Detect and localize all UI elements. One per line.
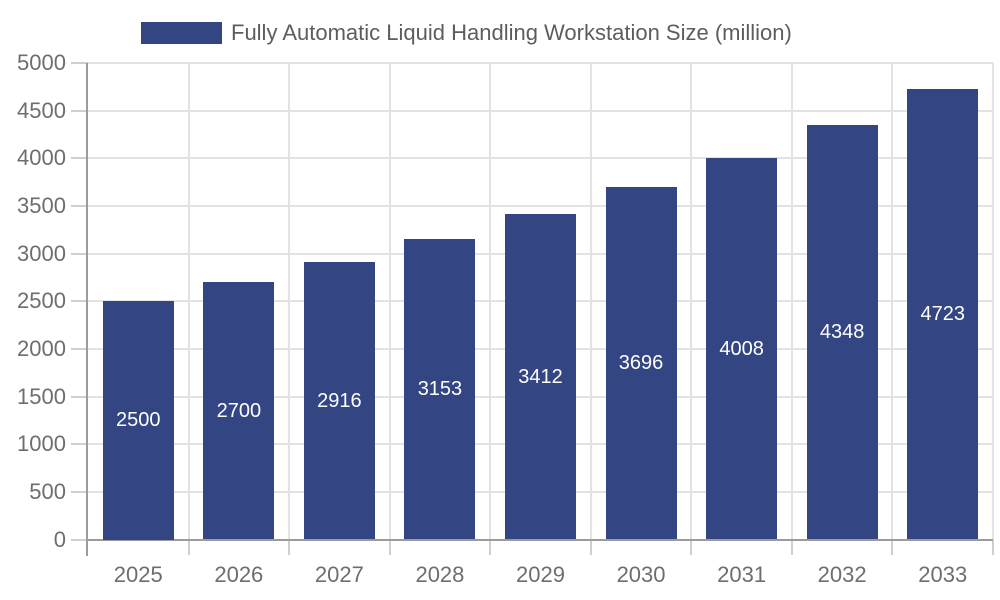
x-gridline	[891, 63, 894, 540]
x-axis-tick	[891, 539, 894, 555]
bar-2029[interactable]	[505, 214, 576, 540]
y-axis-label: 5000	[17, 50, 66, 75]
x-axis-tick	[690, 539, 693, 555]
x-axis-tick	[388, 539, 391, 555]
legend-label: Fully Automatic Liquid Handling Workstat…	[231, 20, 792, 45]
bar-value-label: 3153	[417, 378, 463, 401]
x-axis-tick	[489, 539, 492, 555]
x-axis-label: 2033	[918, 562, 968, 587]
x-gridline	[589, 63, 592, 540]
legend-swatch	[141, 22, 222, 44]
bar-value-label: 4008	[719, 337, 764, 360]
bar-2032[interactable]	[806, 125, 878, 540]
x-axis-label: 2031	[717, 562, 767, 587]
y-axis-label: 0	[53, 526, 66, 552]
y-axis-label: 3500	[17, 192, 66, 218]
x-axis-tick	[790, 539, 793, 555]
x-axis-tick	[187, 539, 190, 555]
bar-2030[interactable]	[605, 187, 677, 540]
y-axis-label: 1500	[17, 383, 66, 409]
x-gridline	[690, 63, 693, 540]
x-gridline	[992, 63, 994, 540]
y-gridline	[88, 157, 993, 160]
bar-2031[interactable]	[706, 157, 778, 540]
y-gridline	[88, 62, 993, 64]
y-axis-tick	[71, 300, 88, 303]
bar-2027[interactable]	[303, 261, 375, 540]
y-axis-tick	[71, 538, 88, 541]
x-axis-label: 2025	[113, 562, 163, 587]
bar-2028[interactable]	[404, 239, 476, 540]
y-axis-label: 1000	[17, 431, 66, 457]
bar-value-label: 4348	[819, 321, 865, 344]
y-axis-tick	[71, 347, 88, 350]
bar-2033[interactable]	[907, 89, 979, 540]
y-axis-tick	[71, 62, 88, 64]
x-gridline	[489, 63, 492, 540]
x-axis-label: 2028	[415, 562, 465, 587]
x-axis-tick	[992, 539, 994, 555]
bar-2026[interactable]	[203, 282, 275, 540]
bar-2025[interactable]	[102, 301, 174, 540]
y-axis-tick	[71, 395, 88, 398]
x-gridline	[288, 63, 291, 540]
y-axis-tick	[71, 157, 88, 160]
x-axis-tick	[288, 539, 291, 555]
y-axis-tick	[71, 252, 88, 255]
x-axis-tick	[589, 539, 592, 555]
y-axis-line	[86, 63, 88, 556]
y-axis-label: 2000	[17, 335, 66, 361]
y-axis-tick	[71, 443, 88, 446]
bar-value-label: 4723	[920, 303, 965, 326]
bar-value-label: 3696	[618, 352, 664, 375]
y-axis-label: 3000	[17, 240, 66, 266]
x-axis-label: 2027	[314, 562, 364, 587]
x-axis-label: 2032	[817, 562, 867, 587]
y-axis-tick	[71, 109, 88, 112]
x-gridline	[187, 63, 190, 540]
x-axis-line	[86, 538, 993, 541]
y-gridline	[88, 204, 993, 207]
x-gridline	[790, 63, 793, 540]
bar-value-label: 3412	[518, 365, 563, 388]
legend-item[interactable]: Fully Automatic Liquid Handling Workstat…	[141, 20, 792, 46]
x-gridline	[388, 63, 391, 540]
x-axis-label: 2029	[516, 562, 565, 587]
y-axis-tick	[71, 204, 88, 207]
x-axis-label: 2030	[616, 562, 666, 587]
x-axis-label: 2026	[214, 562, 264, 587]
y-axis-label: 4000	[17, 145, 66, 171]
y-axis-tick	[71, 490, 88, 493]
y-gridline	[88, 109, 993, 112]
bar-value-label: 2500	[116, 409, 161, 432]
bar-value-label: 2916	[317, 389, 362, 412]
bar-value-label: 2700	[216, 399, 262, 422]
y-axis-label: 500	[29, 478, 66, 504]
y-axis-label: 2500	[17, 288, 66, 314]
y-axis-label: 4500	[17, 97, 66, 123]
